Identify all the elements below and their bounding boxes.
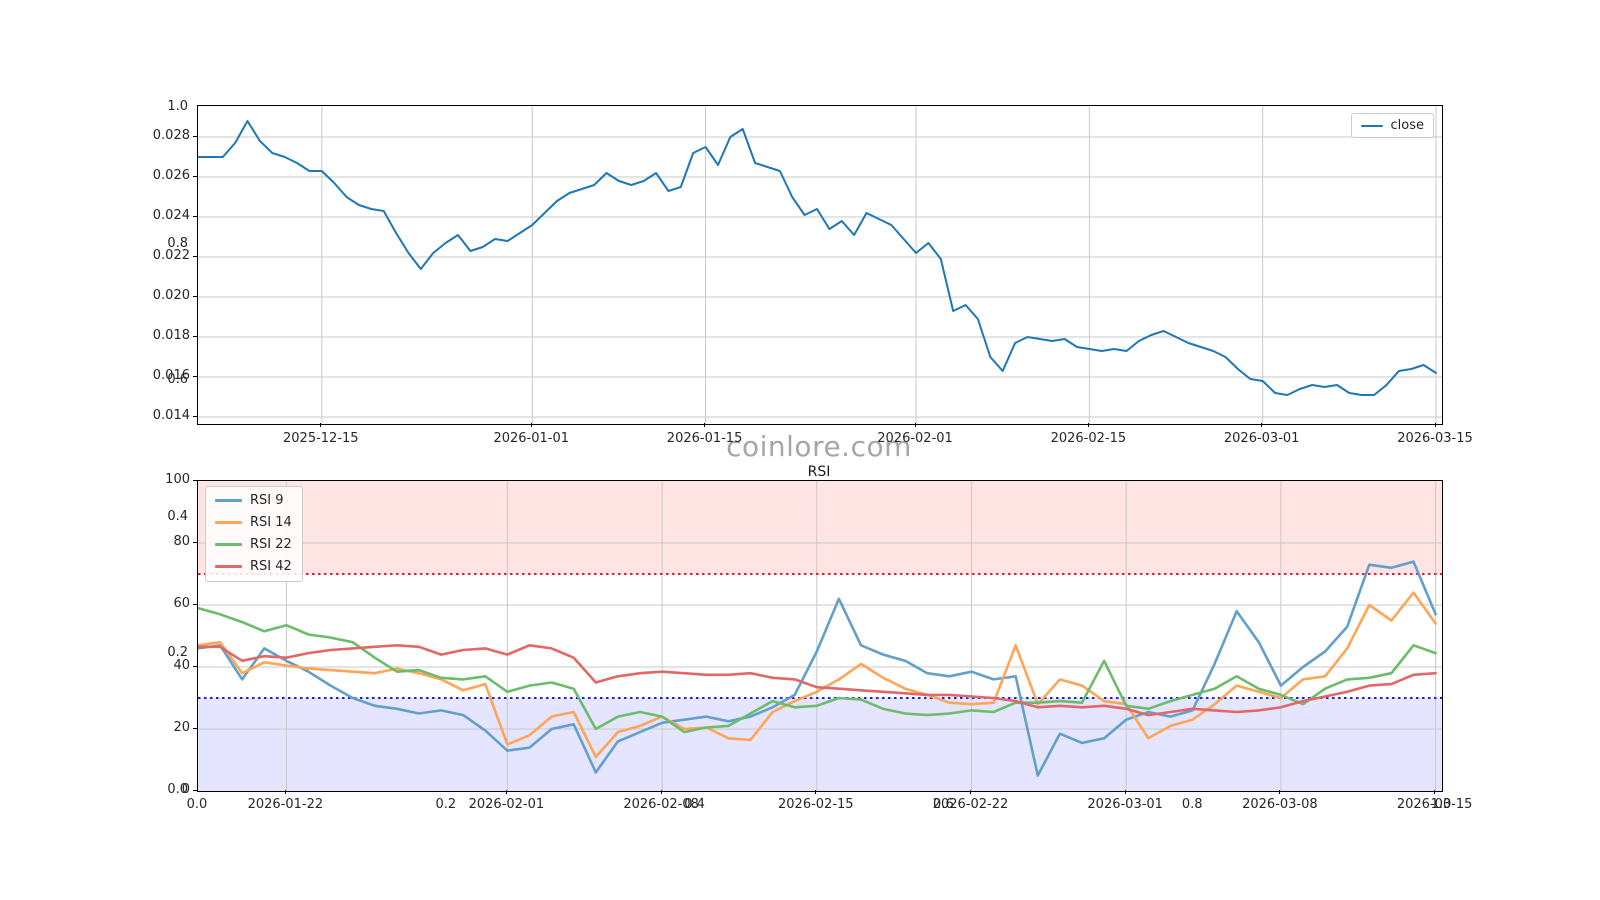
tick-mark <box>505 790 507 794</box>
rsi-x-tick-label: 2026-01-22 <box>247 797 324 812</box>
tick-mark <box>193 603 197 605</box>
tick-mark <box>193 665 197 667</box>
overlay-x-tick-label: 1.0 <box>1430 797 1452 812</box>
price-x-tick-label: 2026-01-01 <box>493 431 570 446</box>
legend-label-rsi42: RSI 42 <box>250 559 292 574</box>
overlay-y-tick-label: 0.4 <box>167 508 188 524</box>
tick-mark <box>193 415 197 417</box>
tick-mark <box>193 789 197 791</box>
price-y-tick-label: 0.022 <box>152 248 190 263</box>
tick-mark <box>193 375 197 377</box>
tick-mark <box>704 423 706 427</box>
overlay-y-tick-label: 0.8 <box>167 235 188 251</box>
tick-mark <box>193 727 197 729</box>
tick-mark <box>1261 423 1263 427</box>
rsi-x-tick-label: 2026-03-01 <box>1087 797 1163 812</box>
tick-mark <box>284 790 286 794</box>
overlay-x-tick-label: 0.4 <box>684 797 705 812</box>
rsi-y-tick-label: 80 <box>173 534 190 549</box>
tick-mark <box>193 255 197 257</box>
rsi-x-tick-label: 2026-02-08 <box>623 797 699 812</box>
price-y-tick-label: 0.016 <box>152 368 190 383</box>
tick-mark <box>193 541 197 543</box>
tick-mark <box>1124 790 1126 794</box>
legend-line-sample <box>215 499 242 502</box>
legend-row: RSI 42 <box>215 559 292 574</box>
rsi-x-tick-label: 2026-02-15 <box>778 797 854 812</box>
price-x-tick-label: 2026-02-15 <box>1050 431 1127 446</box>
overlay-y-tick-label: 0.0 <box>167 782 188 797</box>
overlay-y-tick-label: 0.2 <box>167 645 188 661</box>
tick-mark <box>1279 790 1281 794</box>
tick-mark <box>1087 423 1089 427</box>
price-x-tick-label: 2026-02-01 <box>877 431 953 446</box>
rsi-y-tick-label: 60 <box>173 596 190 611</box>
legend-row: RSI 22 <box>215 537 292 552</box>
tick-mark <box>193 215 197 217</box>
legend-line-sample <box>215 543 242 546</box>
legend-row: RSI 14 <box>215 515 292 530</box>
tick-mark <box>193 175 197 177</box>
price-y-tick-label: 0.014 <box>152 408 190 423</box>
tick-mark <box>193 295 197 297</box>
legend-label-close: close <box>1390 118 1424 133</box>
tick-mark <box>530 423 532 427</box>
overlay-x-tick-label: 0.2 <box>435 797 457 812</box>
rsi-x-tick-label: 2026-03-08 <box>1242 797 1318 812</box>
overlay-x-tick-label: 0.8 <box>1181 797 1203 812</box>
overlay-y-tick-label: 1.0 <box>167 99 188 114</box>
price-y-tick-label: 0.026 <box>152 168 190 183</box>
overlay-x-tick-label: 0.0 <box>186 797 208 812</box>
rsi-y-tick-label: 100 <box>165 472 190 487</box>
price-y-tick-label: 0.020 <box>152 288 190 303</box>
legend-row: RSI 9 <box>215 493 292 508</box>
overlay-x-tick-label: 0.6 <box>933 797 954 812</box>
rsi-legend: RSI 9 RSI 14 RSI 22 RSI 42 <box>205 486 303 582</box>
tick-mark <box>320 423 322 427</box>
legend-line-sample <box>215 521 242 524</box>
rsi-x-tick-label: 2026-02-01 <box>468 797 545 812</box>
price-y-tick-label: 0.018 <box>152 328 190 343</box>
rsi-title: RSI <box>807 464 831 480</box>
price-chart: close <box>197 105 1443 425</box>
tick-mark <box>970 790 971 794</box>
tick-mark <box>660 790 662 794</box>
watermark: coinlore.com <box>726 430 912 463</box>
price-x-tick-label: 2025-12-15 <box>283 431 359 446</box>
rsi-chart: RSI 9 RSI 14 RSI 22 RSI 42 <box>197 480 1443 792</box>
tick-mark <box>914 423 916 427</box>
rsi-x-tick-label: 2026-02-22 <box>932 797 1009 812</box>
price-plot-area <box>198 106 1442 424</box>
tick-mark <box>1434 423 1436 427</box>
rsi-x-tick-label: 2026-03-15 <box>1396 797 1473 812</box>
overlay-y-tick-label: 0.6 <box>167 372 188 388</box>
rsi-plot-area <box>198 481 1442 791</box>
tick-mark <box>193 335 197 337</box>
price-x-tick-label: 2026-01-15 <box>666 431 743 446</box>
legend-line-sample <box>215 565 242 568</box>
tick-mark <box>193 135 197 137</box>
rsi-y-tick-label: 40 <box>173 658 190 673</box>
price-y-tick-label: 0.028 <box>152 128 190 143</box>
rsi-y-tick-label: 20 <box>173 720 190 735</box>
rsi-y-tick-label: 0 <box>181 782 190 797</box>
price-x-tick-label: 2026-03-01 <box>1223 431 1300 446</box>
legend-label-rsi14: RSI 14 <box>250 515 292 530</box>
tick-mark <box>1434 790 1436 794</box>
legend-label-rsi22: RSI 22 <box>250 537 292 552</box>
price-x-tick-label: 2026-03-15 <box>1397 431 1473 446</box>
tick-mark <box>815 790 817 794</box>
price-legend: close <box>1350 113 1434 138</box>
legend-label-rsi9: RSI 9 <box>250 493 284 508</box>
tick-mark <box>193 479 197 481</box>
price-y-tick-label: 0.024 <box>152 208 190 223</box>
legend-line-sample <box>1360 124 1383 127</box>
